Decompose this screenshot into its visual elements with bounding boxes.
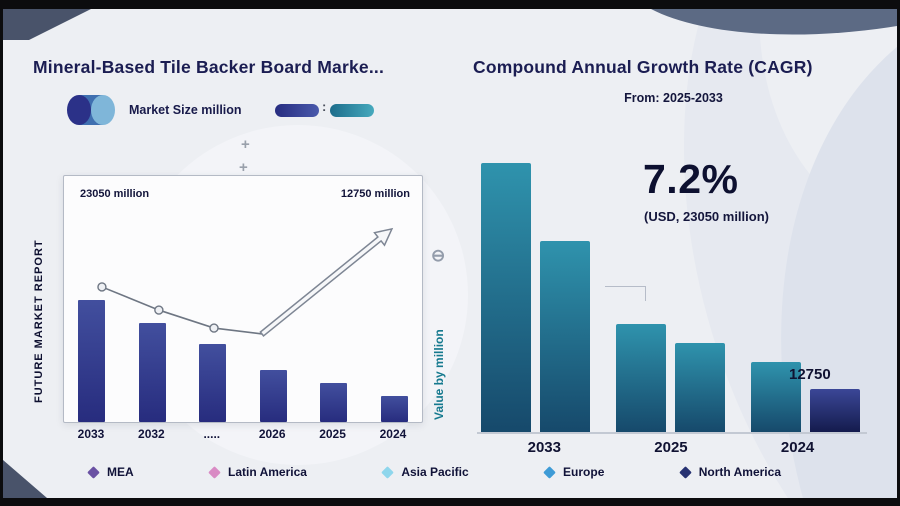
step-bracket-decoration: [605, 286, 646, 301]
value-annotation-right: 12750 million: [340, 188, 410, 200]
legend-item-europe: Europe: [543, 465, 605, 479]
future-market-report-label: FUTURE MARKET REPORT: [33, 239, 45, 403]
diamond-icon: [87, 465, 100, 479]
x-label: .....: [203, 427, 221, 441]
region-legend: MEA Latin America Asia Pacific Europe No…: [87, 465, 781, 479]
x-label: 2032: [138, 427, 165, 441]
market-size-bar: [138, 323, 166, 422]
left-x-axis-labels: 2033 2032 ..... 2026 2025 2024: [63, 427, 421, 441]
value-callout-12750: 12750: [789, 366, 831, 383]
diamond-icon: [678, 465, 692, 479]
trend-svg: [97, 227, 394, 337]
cagr-bar: [675, 343, 725, 432]
growth-arrow: [259, 227, 394, 337]
right-bars: [481, 163, 861, 432]
cagr-subtitle: From: 2025-2033: [624, 91, 723, 105]
legend-label: Latin America: [228, 465, 307, 479]
cylinder-icon: [67, 95, 115, 125]
legend-item-mea: MEA: [87, 465, 134, 479]
corner-wedge-bottom-left: [3, 460, 47, 498]
plus-icon: +: [239, 159, 248, 176]
cagr-value: 7.2%: [643, 156, 739, 202]
market-size-bar: [78, 300, 105, 422]
cagr-bar: [616, 324, 666, 432]
diamond-icon: [208, 465, 221, 479]
x-label: 2033: [77, 427, 105, 441]
circle-minus-icon: ⊖: [431, 246, 446, 265]
value-axis-label: Value by million: [432, 329, 446, 420]
trend-marker: [209, 323, 219, 333]
legend-item-latin-america: Latin America: [208, 465, 307, 479]
market-size-bar: [259, 370, 287, 422]
x-label: 2025: [319, 427, 346, 441]
legend-label: Asia Pacific: [401, 465, 469, 479]
right-x-axis-labels: 2033 2025 2024: [481, 439, 861, 456]
top-border-bar: [3, 0, 897, 9]
cagr-bar: [481, 163, 531, 432]
trend-marker: [154, 305, 164, 315]
cagr-title: Compound Annual Growth Rate (CAGR): [473, 57, 813, 77]
corner-wedge-top-left: [3, 9, 91, 40]
trend-marker: [97, 282, 107, 292]
x-label: 2024: [780, 439, 815, 456]
cagr-bar: [751, 362, 801, 432]
legend-item-north-america: North America: [678, 465, 781, 479]
bottom-border-bar: [3, 498, 897, 506]
legend-label: North America: [698, 465, 781, 479]
trend-line: [101, 286, 263, 335]
diamond-icon: [543, 465, 556, 479]
value-annotation-left: 23050 million: [80, 188, 150, 200]
pill-dark: [275, 104, 319, 117]
cagr-bar: [810, 389, 860, 432]
diamond-icon: [381, 465, 395, 479]
right-axis-line: [477, 432, 867, 434]
left-bars: [78, 300, 408, 422]
market-size-bar: [380, 396, 408, 422]
legend-item-asia-pacific: Asia Pacific: [381, 465, 469, 479]
market-size-bar: [320, 383, 348, 422]
x-label: 2026: [258, 427, 286, 441]
plus-icon: +: [241, 136, 250, 153]
x-label: 2033: [527, 439, 561, 456]
legend-label: Europe: [563, 465, 605, 479]
market-size-chart-panel: 23050 million 12750 million: [63, 175, 423, 423]
cagr-note: (USD, 23050 million): [644, 209, 769, 224]
corner-band-top-right: [651, 9, 897, 35]
pill-teal: [330, 104, 374, 117]
legend-label: MEA: [107, 465, 134, 479]
x-label: 2025: [654, 439, 688, 456]
cagr-bar: [540, 241, 590, 432]
market-size-bar: [199, 344, 227, 422]
page-title: Mineral-Based Tile Backer Board Marke...: [33, 57, 385, 77]
market-size-label: Market Size million: [129, 103, 242, 117]
pill-separator: :: [322, 99, 327, 114]
x-label: 2024: [379, 427, 407, 441]
